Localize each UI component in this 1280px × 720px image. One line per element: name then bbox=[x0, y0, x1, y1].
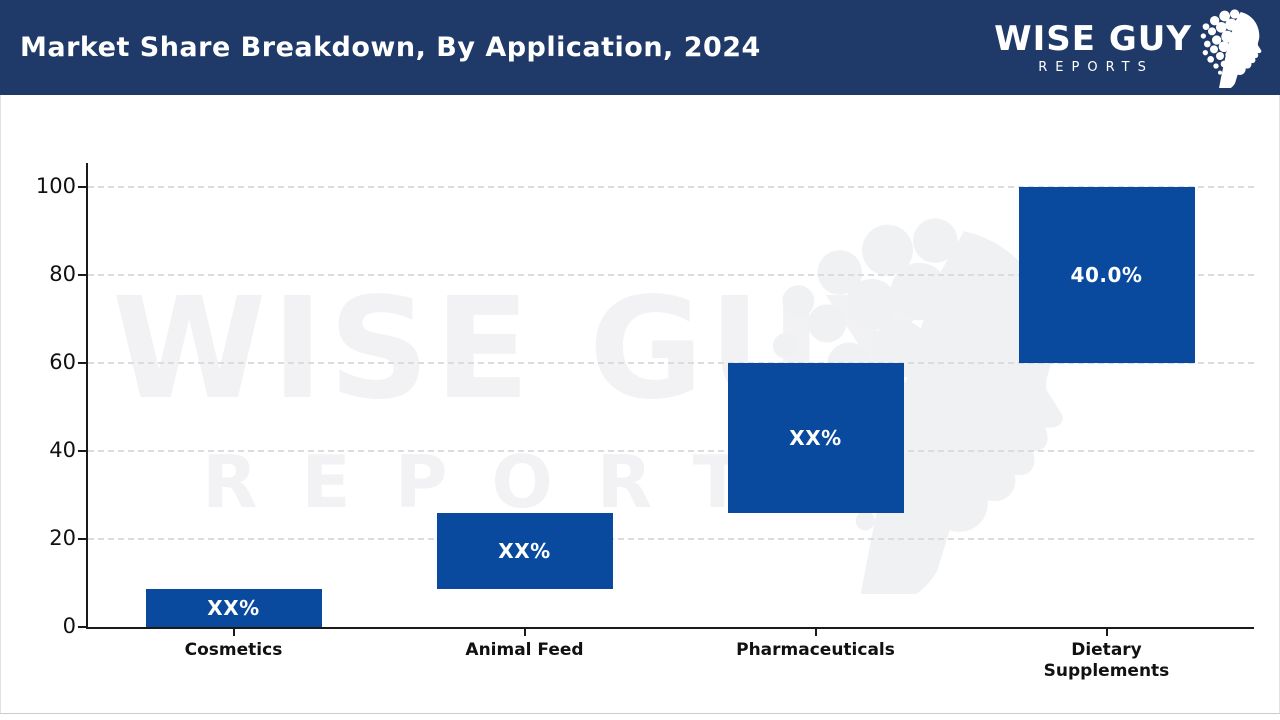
y-tick-label: 20 bbox=[49, 526, 76, 550]
gridline-80 bbox=[88, 274, 1254, 276]
header-bar: Market Share Breakdown, By Application, … bbox=[0, 0, 1280, 95]
y-tick-label: 80 bbox=[49, 262, 76, 286]
x-category-label-line: Pharmaceuticals bbox=[736, 640, 895, 660]
logo-subtitle: REPORTS bbox=[1038, 60, 1154, 75]
y-tick-100 bbox=[78, 186, 87, 188]
x-category-label-line: Dietary bbox=[1071, 640, 1142, 660]
chart-frame-left bbox=[0, 95, 1, 714]
wiseguy-logo-text: WISE GUY REPORTS bbox=[994, 21, 1192, 75]
x-category-label-line: Animal Feed bbox=[465, 640, 584, 660]
wiseguy-logo: WISE GUY REPORTS bbox=[994, 6, 1266, 90]
chart-frame-bottom bbox=[0, 713, 1280, 714]
x-category-label: Pharmaceuticals bbox=[676, 640, 956, 661]
bar-segment-3: XX% bbox=[727, 363, 904, 513]
y-tick-20 bbox=[78, 538, 87, 540]
x-axis-line bbox=[86, 627, 1254, 629]
page-title: Market Share Breakdown, By Application, … bbox=[20, 32, 761, 63]
y-tick-0 bbox=[78, 626, 87, 628]
gridline-60 bbox=[88, 362, 1254, 364]
gridline-40 bbox=[88, 450, 1254, 452]
x-category-label-line: Cosmetics bbox=[184, 640, 283, 660]
gridline-100 bbox=[88, 186, 1254, 188]
gridline-20 bbox=[88, 538, 1254, 540]
bar-segment-2: XX% bbox=[436, 512, 613, 590]
x-tick-2 bbox=[523, 629, 526, 636]
bar-value-label: XX% bbox=[207, 596, 260, 621]
bar-value-label: 40.0% bbox=[1070, 263, 1143, 287]
wiseguy-face-icon bbox=[1200, 9, 1262, 88]
y-axis-line bbox=[86, 163, 88, 629]
y-tick-label: 0 bbox=[62, 614, 76, 638]
x-category-label-line: Supplements bbox=[1043, 661, 1170, 681]
y-tick-60 bbox=[78, 362, 87, 364]
y-tick-label: 40 bbox=[49, 438, 76, 462]
bar-segment-4: 40.0% bbox=[1018, 187, 1195, 363]
bar-value-label: XX% bbox=[498, 538, 551, 563]
y-tick-label: 100 bbox=[35, 174, 76, 198]
x-category-label: Cosmetics bbox=[94, 640, 374, 661]
y-tick-80 bbox=[78, 274, 87, 276]
y-tick-40 bbox=[78, 450, 87, 452]
x-tick-3 bbox=[814, 629, 817, 636]
logo-wordmark: WISE GUY bbox=[994, 19, 1192, 59]
x-tick-4 bbox=[1105, 629, 1108, 636]
x-category-label: Animal Feed bbox=[385, 640, 665, 661]
y-tick-label: 60 bbox=[49, 350, 76, 374]
bar-value-label: XX% bbox=[789, 425, 842, 450]
x-tick-1 bbox=[232, 629, 235, 636]
x-category-label: Dietary Supplements bbox=[967, 640, 1247, 682]
bar-segment-1: XX% bbox=[145, 589, 322, 627]
